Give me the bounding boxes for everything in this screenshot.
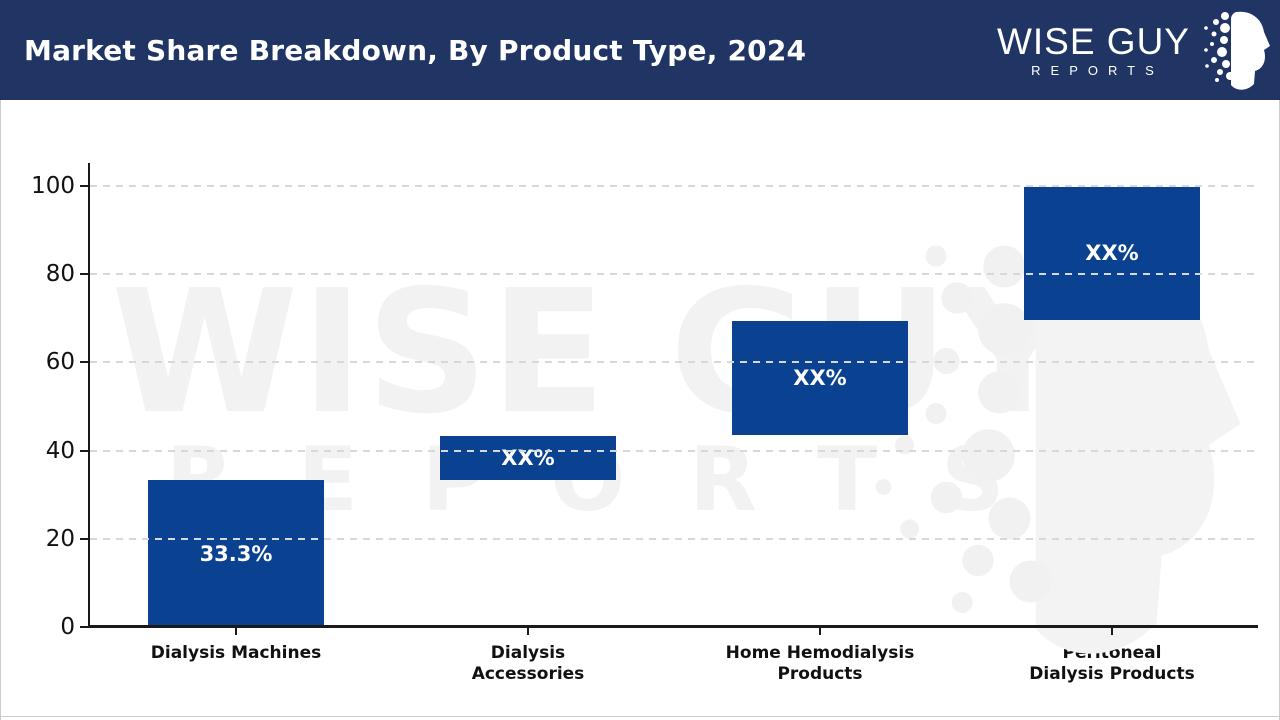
gridline-80	[90, 273, 1254, 276]
header-bar: Market Share Breakdown, By Product Type,…	[0, 0, 1280, 100]
gridline-100	[90, 185, 1254, 187]
wise-guy-logo: WISE GUY REPORTS	[997, 4, 1272, 96]
y-tick-mark	[80, 537, 88, 540]
x-category-label: Home Hemodialysis Products	[725, 643, 915, 684]
y-tick-label: 0	[60, 614, 75, 640]
y-tick-mark	[80, 626, 88, 628]
chart-area: WISE GUY REPORTS 0 20 40 60 80 100 33.3% Dialys…	[0, 100, 1280, 720]
gridline-20	[90, 537, 1254, 540]
y-tick-label: 60	[45, 349, 75, 376]
x-category-label: Dialysis Machines	[150, 643, 322, 663]
y-tick-mark	[80, 185, 88, 187]
y-tick-mark	[80, 449, 88, 452]
bar-segment: 33.3%	[148, 480, 324, 627]
x-tick-mark	[527, 628, 529, 635]
logo-sub-text: REPORTS	[1031, 63, 1164, 78]
x-tick-mark	[819, 628, 821, 635]
x-axis-line	[88, 625, 1258, 628]
x-category-label: Dialysis Accessories	[471, 643, 585, 684]
watermark-head-icon	[865, 243, 1241, 654]
bar-segment: XX%	[732, 320, 908, 436]
x-tick-mark	[235, 628, 237, 635]
gridline-60	[90, 361, 1254, 364]
bottom-border-line	[1, 716, 1279, 717]
y-tick-mark	[80, 273, 88, 276]
y-tick-mark	[80, 361, 88, 364]
y-tick-label: 100	[31, 173, 75, 199]
bar-value-label: 33.3%	[199, 541, 273, 566]
x-tick-mark	[1111, 628, 1113, 635]
y-axis-line	[88, 163, 90, 627]
watermark-text: WISE GUY	[111, 254, 1077, 452]
bar-value-label: XX%	[793, 366, 847, 391]
bar-segment: XX%	[1024, 186, 1200, 321]
y-tick-label: 40	[45, 437, 75, 464]
bar-value-label: XX%	[1085, 241, 1139, 266]
logo-name-text: WISE GUY	[996, 21, 1190, 62]
page-title: Market Share Breakdown, By Product Type,…	[24, 33, 807, 67]
wise-guy-head-icon	[1204, 11, 1270, 90]
y-tick-label: 20	[45, 525, 75, 552]
plot-area: 0 20 40 60 80 100 33.3% Dialysis Machines XX% Dia…	[31, 163, 1258, 684]
gridline-40	[90, 449, 1254, 452]
bar-segment: XX%	[440, 436, 616, 481]
y-tick-label: 80	[45, 261, 75, 288]
wise-guy-logo-text: WISE GUY REPORTS	[997, 23, 1190, 77]
